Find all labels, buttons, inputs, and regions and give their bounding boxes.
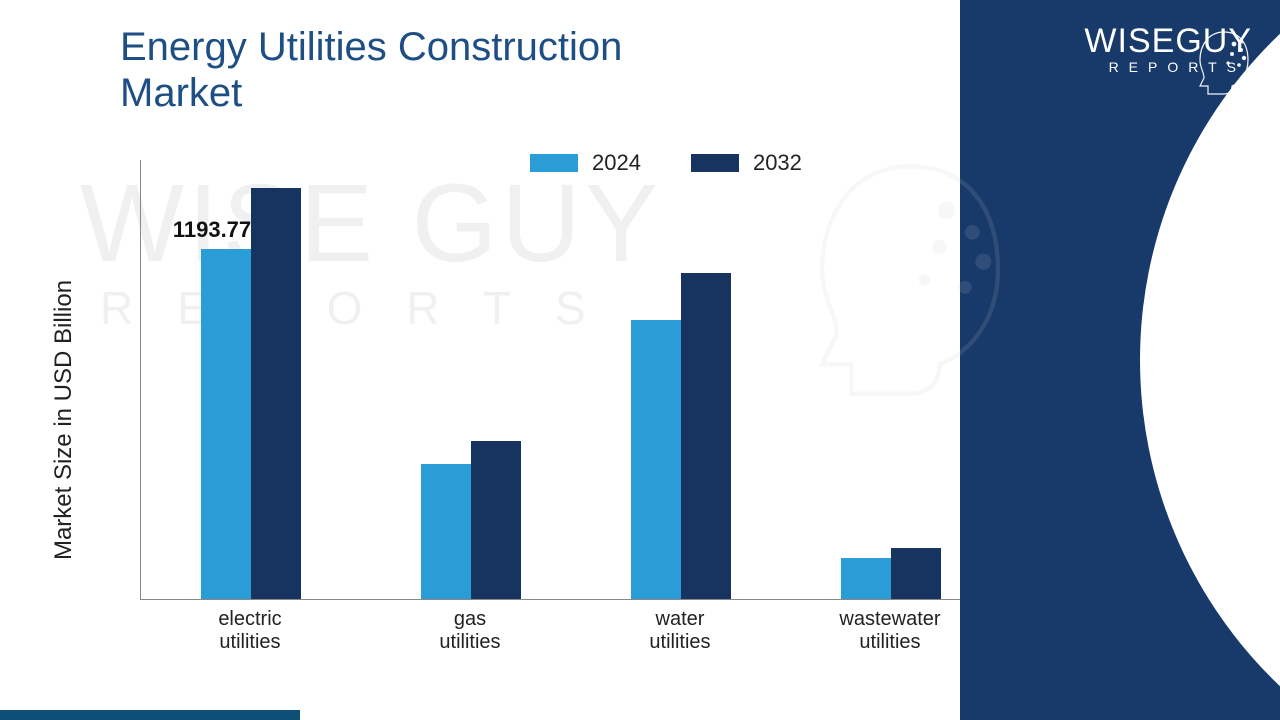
- x-label-wastewater: wastewaterutilities: [810, 608, 970, 654]
- x-label-water: waterutilities: [600, 608, 760, 654]
- legend-label: 2024: [592, 150, 641, 176]
- bar-water-2024: [631, 320, 681, 599]
- x-label-electric: electricutilities: [170, 608, 330, 654]
- legend-item-2032: 2032: [691, 150, 802, 176]
- legend-label: 2032: [753, 150, 802, 176]
- panel-carve: [1140, 0, 1280, 720]
- bar-gas-2024: [421, 464, 471, 599]
- bottom-accent-bar: [0, 710, 300, 720]
- chart-title: Energy Utilities Construction Market: [120, 24, 720, 116]
- brain-head-icon: [1194, 28, 1254, 98]
- legend-swatch: [691, 154, 739, 172]
- y-axis-label: Market Size in USD Billion: [50, 280, 78, 560]
- brand-logo: WISEGUY REPORTS: [1084, 22, 1252, 75]
- bar-wastewater-2032: [891, 548, 941, 599]
- legend: 2024 2032: [530, 150, 802, 176]
- bar-electric-2032: [251, 188, 301, 599]
- bar-gas-2032: [471, 441, 521, 599]
- bar-wastewater-2024: [841, 558, 891, 599]
- plot-area: 1193.77: [140, 160, 960, 600]
- bar-water-2032: [681, 273, 731, 599]
- right-panel: [960, 0, 1280, 720]
- bar-electric-2024: [201, 249, 251, 599]
- legend-swatch: [530, 154, 578, 172]
- bar-chart: Market Size in USD Billion 1193.77 elect…: [60, 160, 960, 680]
- legend-item-2024: 2024: [530, 150, 641, 176]
- value-label: 1193.77: [157, 217, 267, 243]
- x-label-gas: gasutilities: [390, 608, 550, 654]
